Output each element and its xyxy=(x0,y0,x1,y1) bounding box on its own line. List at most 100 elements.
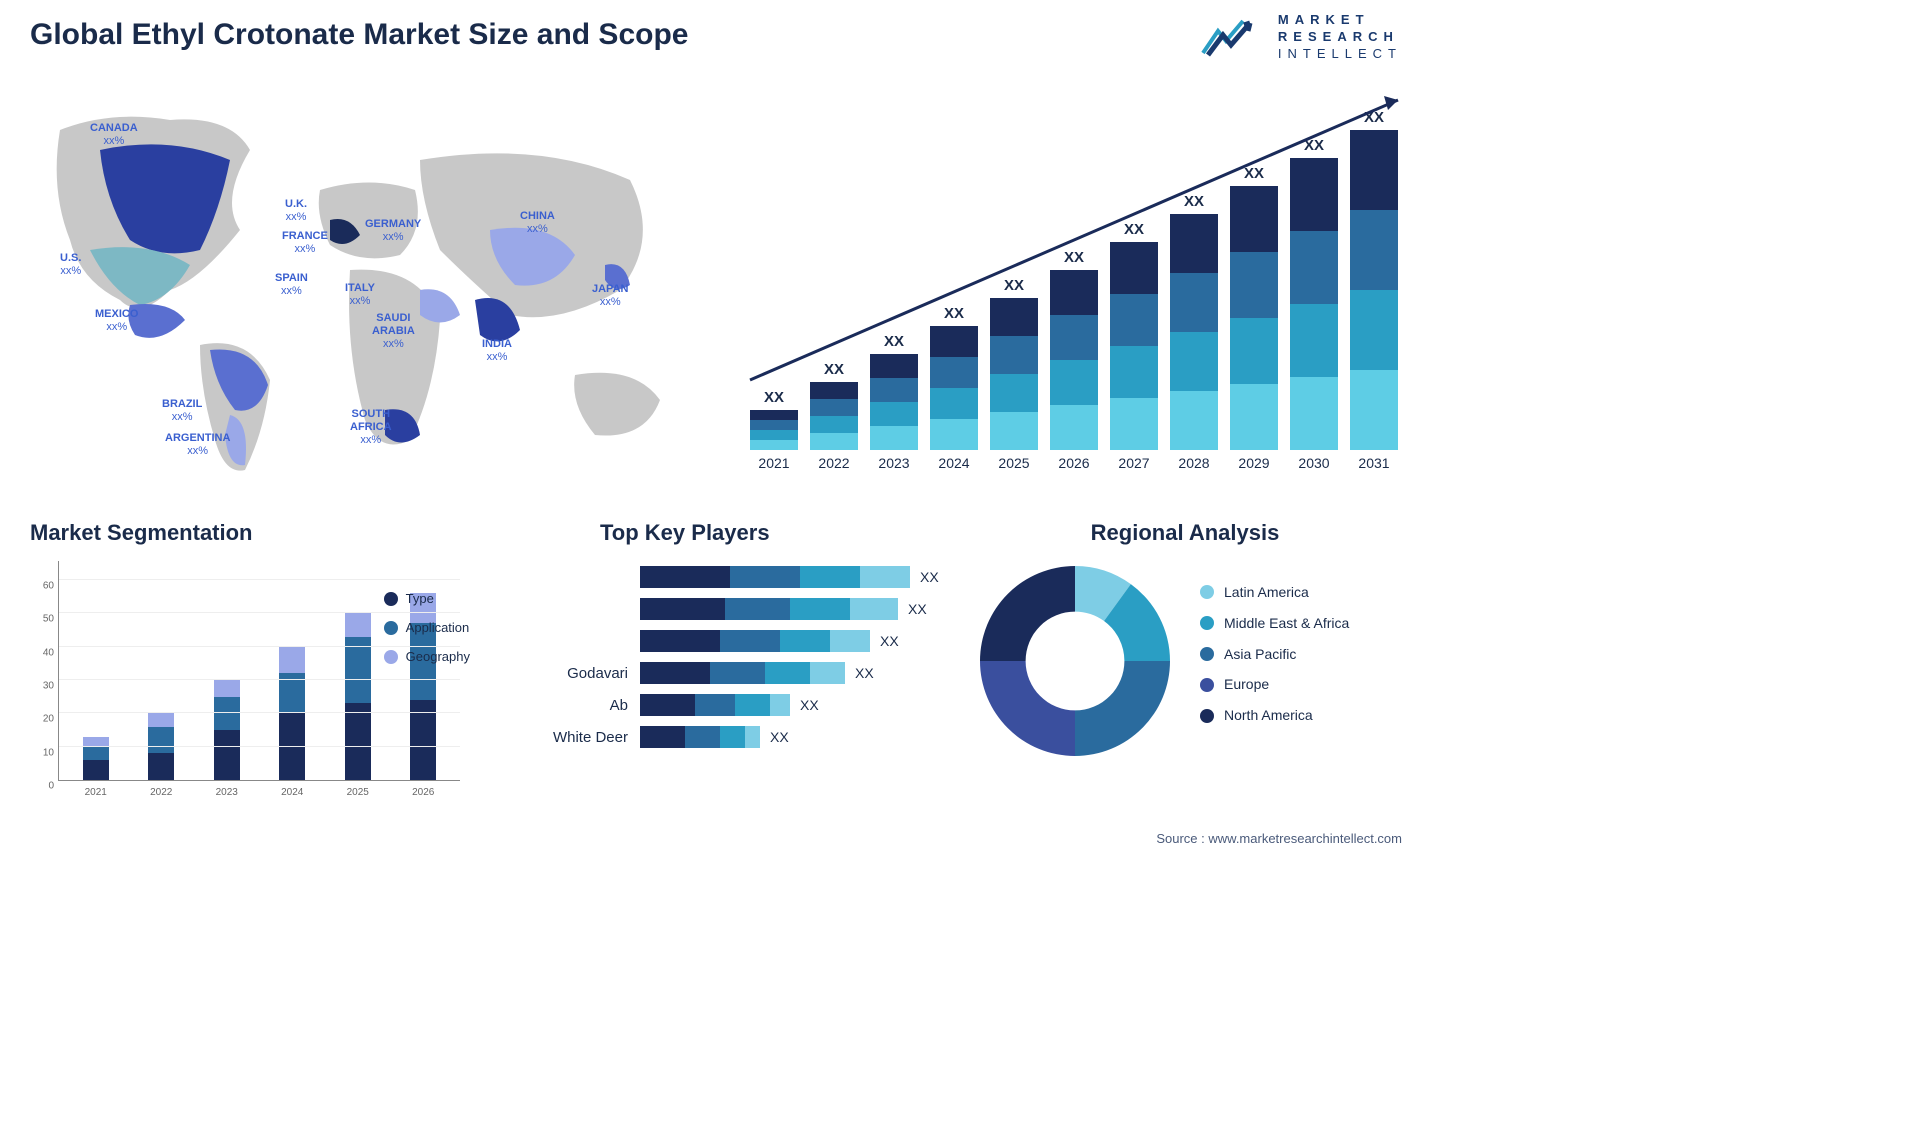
player-bar xyxy=(640,566,910,588)
growth-bar-seg xyxy=(990,298,1038,336)
regional-title: Regional Analysis xyxy=(970,520,1400,546)
players-section: Top Key Players XXXXXXGodavariXXAbXXWhit… xyxy=(480,520,960,758)
page-title: Global Ethyl Crotonate Market Size and S… xyxy=(30,18,688,52)
player-bar-seg xyxy=(640,566,730,588)
growth-year-label: 2031 xyxy=(1358,455,1389,470)
seg-bar-seg xyxy=(279,647,305,674)
player-bar-seg xyxy=(830,630,870,652)
seg-gridline xyxy=(59,712,460,713)
growth-bar-seg xyxy=(1290,377,1338,450)
logo-text: MARKET RESEARCH INTELLECT xyxy=(1278,12,1402,63)
growth-bar-seg xyxy=(1230,384,1278,450)
player-bar-seg xyxy=(710,662,765,684)
player-row: XX xyxy=(480,566,960,588)
source-text: Source : www.marketresearchintellect.com xyxy=(1156,831,1402,846)
regional-legend: Latin AmericaMiddle East & AfricaAsia Pa… xyxy=(1200,584,1349,738)
growth-bar-seg xyxy=(930,388,978,419)
player-value: XX xyxy=(880,633,899,649)
growth-year-label: 2024 xyxy=(938,455,969,470)
growth-bar-seg xyxy=(990,412,1038,450)
seg-bar-seg xyxy=(279,713,305,780)
growth-bar-seg xyxy=(870,354,918,378)
seg-xlabel: 2024 xyxy=(281,787,303,798)
seg-bar-seg xyxy=(345,703,371,780)
legend-swatch xyxy=(384,592,398,606)
growth-bar-seg xyxy=(1110,242,1158,294)
player-row: AbXX xyxy=(480,694,960,716)
player-bar-seg xyxy=(730,566,800,588)
growth-bar-seg xyxy=(1230,186,1278,252)
growth-bar-seg xyxy=(930,419,978,450)
growth-bar-seg xyxy=(930,326,978,357)
seg-ytick: 50 xyxy=(43,614,54,625)
regional-section: Regional Analysis Latin America Middle Ea… xyxy=(970,520,1400,766)
player-bar-seg xyxy=(720,726,745,748)
legend-label: Europe xyxy=(1224,676,1269,693)
player-row: White DeerXX xyxy=(480,726,960,748)
player-bar-seg xyxy=(695,694,735,716)
donut-chart xyxy=(970,556,1180,766)
growth-year-label: 2021 xyxy=(758,455,789,470)
country-label: SAUDIARABIAxx% xyxy=(372,312,415,352)
seg-gridline xyxy=(59,679,460,680)
player-label: Ab xyxy=(480,697,640,714)
segmentation-chart: 0102030405060 202120222023202420252026 T… xyxy=(30,561,460,781)
seg-bar-seg xyxy=(345,613,371,636)
player-bar-seg xyxy=(745,726,760,748)
growth-bar-label: XX xyxy=(764,389,784,406)
growth-bar-seg xyxy=(1290,231,1338,304)
seg-xlabel: 2021 xyxy=(85,787,107,798)
growth-bar-seg xyxy=(1050,360,1098,405)
regional-legend-item: Middle East & Africa xyxy=(1200,615,1349,632)
player-bar-seg xyxy=(720,630,780,652)
growth-bar-seg xyxy=(1290,304,1338,377)
growth-bar-seg xyxy=(1050,315,1098,360)
growth-bar-seg xyxy=(750,410,798,420)
seg-bar-seg xyxy=(148,753,174,780)
growth-bar-seg xyxy=(1110,346,1158,398)
growth-bar-seg xyxy=(1170,391,1218,450)
legend-label: Application xyxy=(406,620,470,635)
player-bar xyxy=(640,598,898,620)
growth-bar-seg xyxy=(870,402,918,426)
growth-bar-seg xyxy=(1350,130,1398,210)
growth-bar-seg xyxy=(810,382,858,399)
seg-bar-seg xyxy=(83,747,109,760)
growth-year-label: 2023 xyxy=(878,455,909,470)
seg-gridline xyxy=(59,746,460,747)
player-bar-seg xyxy=(765,662,810,684)
player-value: XX xyxy=(908,601,927,617)
players-chart: XXXXXXGodavariXXAbXXWhite DeerXX xyxy=(480,566,960,748)
legend-swatch xyxy=(1200,585,1214,599)
regional-legend-item: Latin America xyxy=(1200,584,1349,601)
donut-slice xyxy=(1075,661,1170,756)
growth-bar-label: XX xyxy=(824,361,844,378)
country-label: CHINAxx% xyxy=(520,210,555,236)
regional-legend-item: North America xyxy=(1200,707,1349,724)
player-bar xyxy=(640,630,870,652)
players-title: Top Key Players xyxy=(600,520,960,546)
seg-bar-seg xyxy=(83,760,109,780)
growth-bar-seg xyxy=(810,433,858,450)
seg-bar-group: 2024 xyxy=(279,647,305,780)
growth-bar-label: XX xyxy=(1064,249,1084,266)
growth-bar-seg xyxy=(1170,273,1218,332)
growth-bar-seg xyxy=(1110,294,1158,346)
growth-bar-label: XX xyxy=(884,333,904,350)
growth-year-label: 2028 xyxy=(1178,455,1209,470)
player-row: XX xyxy=(480,598,960,620)
growth-bar-seg xyxy=(1170,332,1218,391)
player-bar-seg xyxy=(725,598,790,620)
growth-bar-seg xyxy=(750,420,798,430)
growth-bar-label: XX xyxy=(944,305,964,322)
country-label: JAPANxx% xyxy=(592,283,628,309)
country-label: FRANCExx% xyxy=(282,230,328,256)
legend-swatch xyxy=(1200,678,1214,692)
player-bar-seg xyxy=(735,694,770,716)
player-bar-seg xyxy=(780,630,830,652)
player-value: XX xyxy=(855,665,874,681)
player-bar xyxy=(640,662,845,684)
growth-bar-seg xyxy=(1350,290,1398,370)
player-value: XX xyxy=(920,569,939,585)
regional-legend-item: Europe xyxy=(1200,676,1349,693)
